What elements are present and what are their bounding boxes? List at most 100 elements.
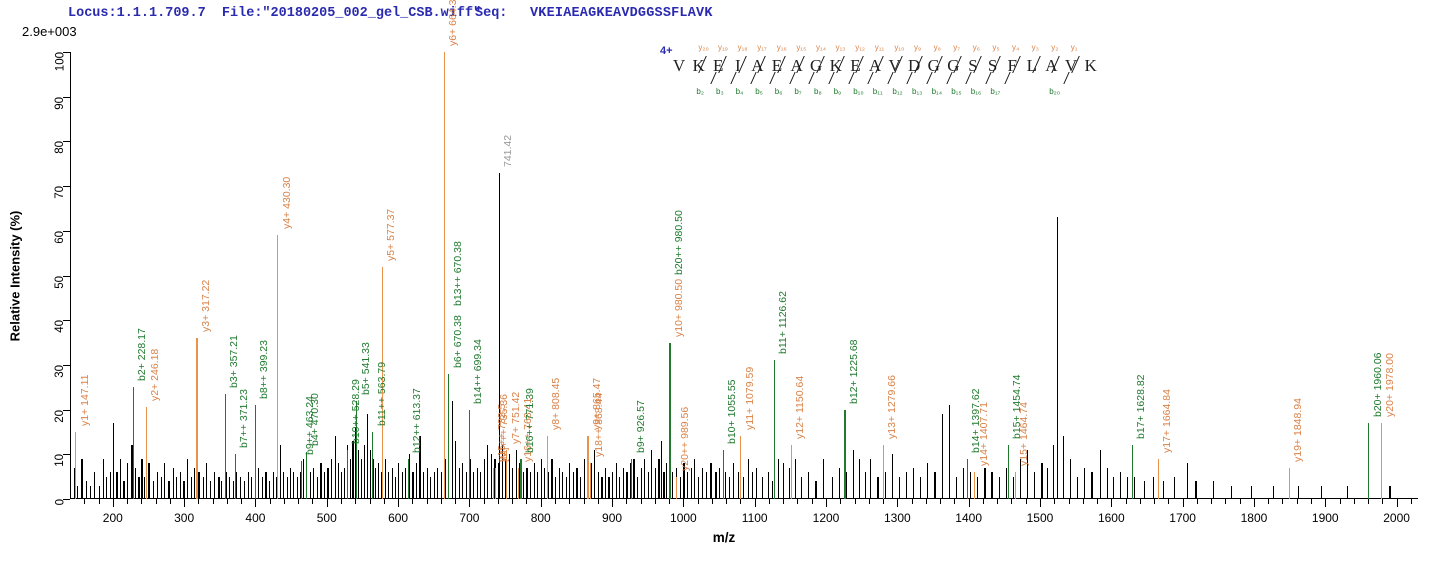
peak-label: [M]+++ 735.36 (498, 393, 511, 462)
peak-label: y17+ 1664.84 (1161, 388, 1174, 453)
spectrum-peak (375, 467, 377, 499)
x-tick-minor (312, 499, 314, 504)
y-ion-label: y₆ (972, 43, 981, 52)
spectrum-peak (1034, 472, 1036, 499)
x-tick-minor (1125, 499, 1127, 504)
annotated-peak (882, 445, 885, 499)
sequence-label: Seq: (475, 6, 508, 21)
peak-label: y2+ 246.18 (149, 349, 162, 402)
spectrum-peak (98, 485, 100, 499)
y-tick (63, 320, 70, 322)
spectrum-peak (815, 481, 817, 499)
peak-label: b8++ 399.23 (258, 340, 271, 400)
spectrum-peak (412, 472, 414, 499)
spectrum-peak (358, 449, 360, 499)
annotated-peak (722, 449, 725, 499)
spectrum-peak (1174, 476, 1176, 499)
spectrum-peak (1195, 481, 1197, 499)
y-ion-label: y₂₀ (698, 43, 709, 52)
y-tick (63, 230, 70, 232)
spectrum-peak (423, 472, 425, 499)
spectrum-peak (1062, 436, 1064, 499)
peak-label: y1+ 147.11 (78, 374, 91, 426)
spectrum-peak (647, 472, 649, 499)
spectrum-peak (1069, 458, 1072, 499)
x-tick-minor (512, 499, 514, 504)
y-ion-label: y₁ (1070, 43, 1078, 52)
spectrum-peak (583, 458, 585, 499)
spectrum-peak (794, 458, 796, 499)
x-tick-major (540, 499, 542, 507)
spectrum-peak (686, 472, 689, 499)
spectrum-peak (123, 481, 125, 499)
x-tick-label: 1500 (1026, 511, 1054, 525)
spectrum-peak (309, 472, 311, 499)
spectrum-peak (168, 481, 170, 499)
spectrum-peak (289, 467, 291, 499)
residue: A (1045, 56, 1058, 75)
spectrum-peak (651, 449, 653, 499)
peak-label: b2+ 228.17 (136, 328, 149, 382)
y-ion-label: y₁₈ (737, 43, 748, 52)
spectrum-peak (501, 445, 503, 499)
annotated-peak (1157, 458, 1159, 499)
spectrum-peak (612, 472, 614, 499)
spectrum-peak (131, 445, 133, 499)
spectrum-peak (884, 472, 886, 499)
spectrum-peak (451, 400, 453, 499)
spectrum-peak (597, 472, 599, 499)
spectrum-peak (327, 467, 329, 499)
y-tick-label: 70 (54, 186, 67, 199)
y-tick-label: 90 (54, 96, 67, 110)
spectrum-peak (1084, 467, 1086, 499)
b-ion-label: b₁₁ (872, 87, 883, 96)
spectrum-peak (462, 463, 464, 499)
spectrum-peak (984, 467, 986, 499)
x-tick-minor (1211, 499, 1213, 504)
x-tick-minor (98, 499, 100, 504)
spectrum-peak (608, 476, 610, 499)
spectrum-peak (853, 449, 855, 499)
b-ion-label: b₁₆ (970, 87, 982, 96)
spectrum-peak (164, 463, 166, 499)
x-tick-minor (1068, 499, 1070, 504)
spectrum-peak (296, 476, 298, 499)
x-tick-minor (1196, 499, 1198, 504)
spectrum-peak (756, 467, 758, 499)
b-ion-label: b₉ (833, 87, 842, 96)
annotated-peak (520, 458, 522, 499)
spectrum-peak (455, 440, 457, 499)
peak-label: y20+ 1978.00 (1384, 353, 1397, 417)
spectrum-peak (845, 472, 848, 499)
x-tick-label: 800 (530, 511, 551, 525)
spectrum-peak (526, 467, 528, 499)
x-tick-label: 700 (459, 511, 480, 525)
annotated-peak (277, 235, 279, 499)
annotated-peak (492, 467, 494, 499)
y-axis-line (70, 52, 71, 499)
residue: V (888, 56, 901, 75)
peak-label: b7++ 371.23 (238, 389, 251, 449)
y-tick-label: 10 (54, 454, 67, 468)
x-tick-minor (1154, 499, 1156, 504)
x-tick-minor (669, 499, 671, 504)
spectrum-peak (77, 485, 79, 499)
spectrum-peak (572, 472, 574, 499)
spectrum-peak (737, 472, 739, 499)
x-tick-label: 600 (388, 511, 409, 525)
x-tick-minor (241, 499, 243, 504)
x-tick-minor (854, 499, 856, 504)
spectrum-peak (858, 458, 861, 499)
annotated-peak (1007, 445, 1009, 499)
x-tick-minor (1025, 499, 1027, 504)
spectrum-peak (701, 467, 704, 499)
spectrum-peak (437, 467, 439, 499)
peak-label: y9+ 865.47 (590, 378, 603, 431)
x-tick-minor (1368, 499, 1370, 504)
spectrum-peak (138, 476, 140, 499)
x-tick-minor (483, 499, 485, 504)
spectrum-peak (743, 476, 745, 499)
spectrum-peak (1057, 217, 1059, 499)
x-tick-minor (298, 499, 300, 504)
